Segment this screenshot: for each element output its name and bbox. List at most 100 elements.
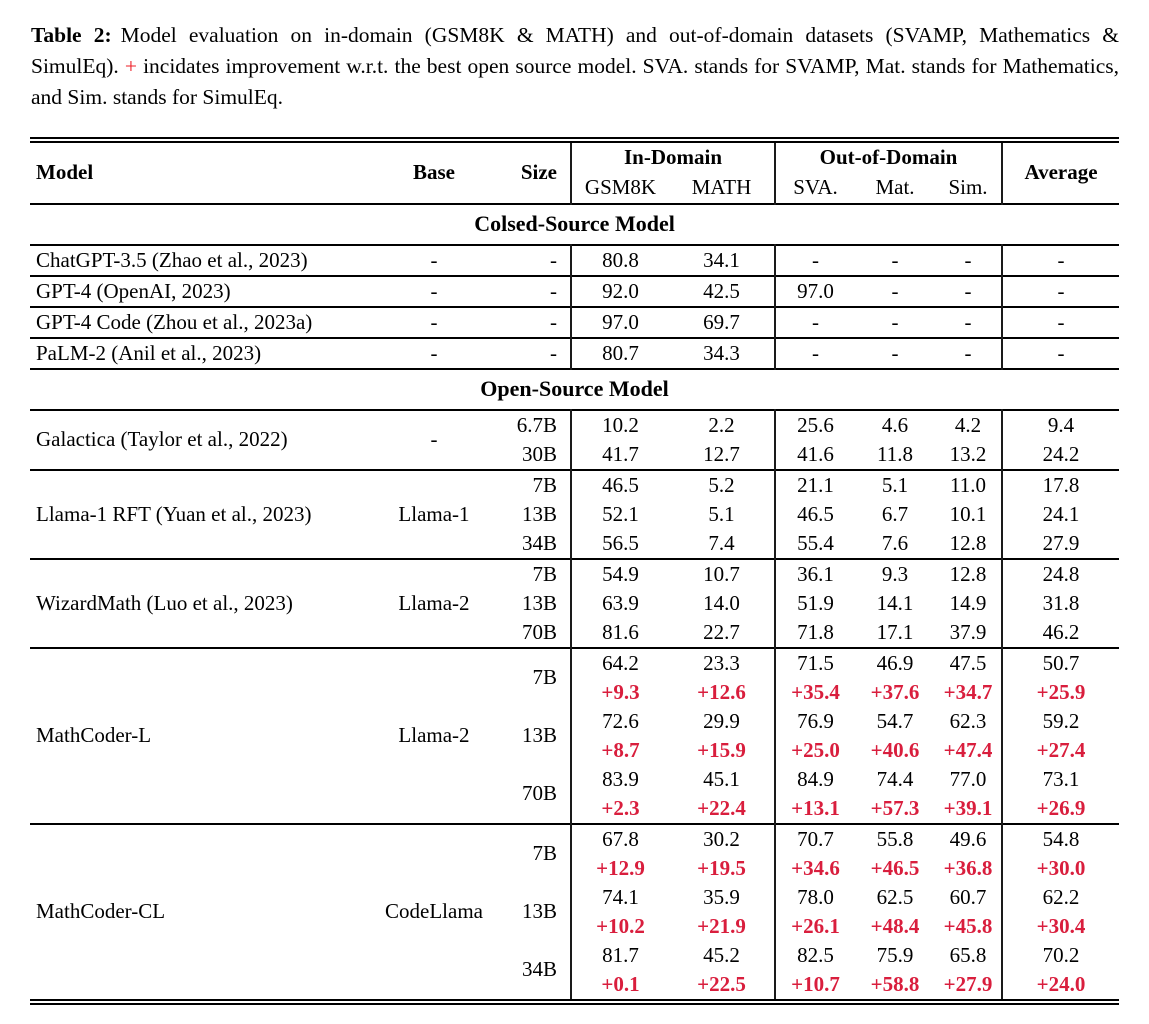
model-size: 30B — [521, 441, 557, 466]
delta-value: +48.4 — [870, 913, 920, 938]
score-value: 7.6 — [881, 530, 909, 555]
table-row: Llama-1 RFT (Yuan et al., 2023) Llama-1 7B… — [30, 470, 1120, 525]
model-group: Galactica (Taylor et al., 2022) - 6.7B 10.2… — [30, 410, 1120, 470]
score-value: 63.9 — [570, 589, 669, 618]
score-value: - — [1001, 307, 1120, 338]
score-value: 22.7 — [703, 619, 740, 644]
score-value: - — [774, 307, 855, 338]
score-value: 56.5 — [570, 529, 669, 559]
score-value: 70.7 — [774, 824, 855, 854]
delta-value: +57.3 — [870, 795, 920, 820]
model-size: 13B — [521, 590, 557, 615]
score-value: 62.3 — [949, 708, 987, 733]
delta-value: +10.7 — [774, 970, 855, 1002]
model-group: MathCoder-L Llama-2 7B 64.2 23.3 71.5 46.9 47.5… — [30, 648, 1120, 824]
score-value: 74.1 — [570, 883, 669, 912]
score-value: 62.5 — [876, 884, 914, 909]
table-row: 13B 74.1 35.9 78.0 62.5 60.7 62.2 — [30, 883, 1120, 923]
score-value: 17.1 — [876, 619, 914, 644]
paper-page: Table 2: Model evaluation on in-domain (G… — [0, 20, 1149, 1024]
score-value: 81.7 — [570, 941, 669, 970]
delta-value: +40.6 — [870, 737, 920, 762]
score-value: 81.6 — [570, 618, 669, 648]
caption-text-1: Model evaluation on in-domain (GSM8K & M… — [31, 23, 1119, 78]
header-size: Size — [520, 160, 557, 185]
model-group: Llama-1 RFT (Yuan et al., 2023) Llama-1 7B… — [30, 470, 1120, 559]
caption-plus-symbol: + — [124, 54, 137, 78]
score-value: 69.7 — [703, 309, 740, 334]
score-value: 34.1 — [703, 247, 740, 272]
score-value: 73.1 — [1001, 765, 1120, 794]
score-value: 50.7 — [1001, 648, 1120, 678]
delta-value: +30.4 — [1001, 912, 1120, 941]
model-size: 70B — [521, 781, 557, 806]
score-value: 24.8 — [1001, 559, 1120, 589]
score-value: 14.9 — [949, 590, 987, 615]
score-value: 82.5 — [774, 941, 855, 970]
delta-value: +36.8 — [943, 855, 993, 880]
delta-value: +2.3 — [570, 794, 669, 824]
model-name: PaLM-2 (Anil et al., 2023) — [36, 340, 262, 365]
score-value: 9.4 — [1001, 410, 1120, 440]
header-gsm8k: GSM8K — [570, 173, 669, 204]
score-value: 4.2 — [954, 412, 982, 437]
score-value: 62.2 — [1001, 883, 1120, 912]
score-value: 46.5 — [570, 470, 669, 500]
delta-value: +46.5 — [870, 855, 920, 880]
model-name: MathCoder-CL — [36, 899, 166, 924]
score-value: 45.2 — [703, 942, 740, 967]
header-base: Base — [413, 160, 455, 185]
score-value: 41.7 — [570, 440, 669, 470]
table-row: 34B 56.5 7.4 55.4 7.6 12.8 27.9 — [30, 529, 1120, 559]
score-value: 55.8 — [876, 826, 914, 851]
score-value: 71.5 — [774, 648, 855, 678]
model-size: - — [550, 340, 557, 365]
delta-value: +15.9 — [697, 737, 746, 762]
score-value: 4.6 — [881, 412, 909, 437]
delta-row: +0.1 +22.5 +10.7 +58.8 +27.9 +24.0 — [30, 970, 1120, 1002]
score-value: 12.7 — [703, 441, 740, 466]
delta-value: +34.7 — [943, 679, 993, 704]
header-in-domain: In-Domain — [570, 140, 775, 173]
score-value: 59.2 — [1001, 707, 1120, 736]
score-value: 46.9 — [876, 650, 914, 675]
table-row: WizardMath (Luo et al., 2023) Llama-2 7B 54… — [30, 559, 1120, 614]
score-value: 13.2 — [949, 441, 987, 466]
score-value: 64.2 — [570, 648, 669, 678]
score-value: 83.9 — [570, 765, 669, 794]
table-row: 13B 63.9 14.0 51.9 14.1 14.9 31.8 — [30, 589, 1120, 618]
delta-value: +25.9 — [1001, 678, 1120, 707]
table-row: PaLM-2 (Anil et al., 2023) - -80.7 34.3- - - - — [30, 338, 1120, 369]
score-value: 54.9 — [570, 559, 669, 589]
table-row: GPT-4 (OpenAI, 2023) - -92.0 42.5 97.0- - - — [30, 276, 1120, 307]
score-value: 46.2 — [1001, 618, 1120, 648]
delta-value: +25.0 — [774, 736, 855, 765]
delta-value: +13.1 — [774, 794, 855, 824]
score-value: - — [1001, 245, 1120, 276]
delta-value: +45.8 — [943, 913, 993, 938]
score-value: 35.9 — [703, 884, 740, 909]
score-value: 5.2 — [708, 472, 735, 497]
score-value: 14.0 — [703, 590, 740, 615]
results-table: Model Base Size In-Domain Out-of-Domain … — [30, 137, 1120, 1005]
score-value: 2.2 — [708, 412, 735, 437]
table-row: 70B 81.6 22.7 71.8 17.1 37.9 46.2 — [30, 618, 1120, 648]
score-value: 42.5 — [703, 278, 740, 303]
model-size: 7B — [532, 841, 557, 866]
score-value: 10.1 — [949, 501, 987, 526]
base-model: - — [430, 247, 438, 272]
score-value: 7.4 — [708, 530, 735, 555]
section-title: Colsed-Source Model — [474, 211, 675, 237]
model-group: WizardMath (Luo et al., 2023) Llama-2 7B 54… — [30, 559, 1120, 648]
caption-label: Table 2: — [31, 23, 112, 47]
score-value: 9.3 — [881, 561, 909, 586]
score-value: 72.6 — [570, 707, 669, 736]
score-value: 60.7 — [949, 884, 987, 909]
score-value: - — [964, 278, 972, 303]
score-value: - — [774, 245, 855, 276]
delta-row: +12.9 +19.5 +34.6 +46.5 +36.8 +30.0 — [30, 854, 1120, 883]
score-value: 97.0 — [774, 276, 855, 307]
score-value: 70.2 — [1001, 941, 1120, 970]
model-size: 34B — [521, 957, 557, 982]
delta-row: +8.7 +15.9 +25.0 +40.6 +47.4 +27.4 — [30, 736, 1120, 765]
